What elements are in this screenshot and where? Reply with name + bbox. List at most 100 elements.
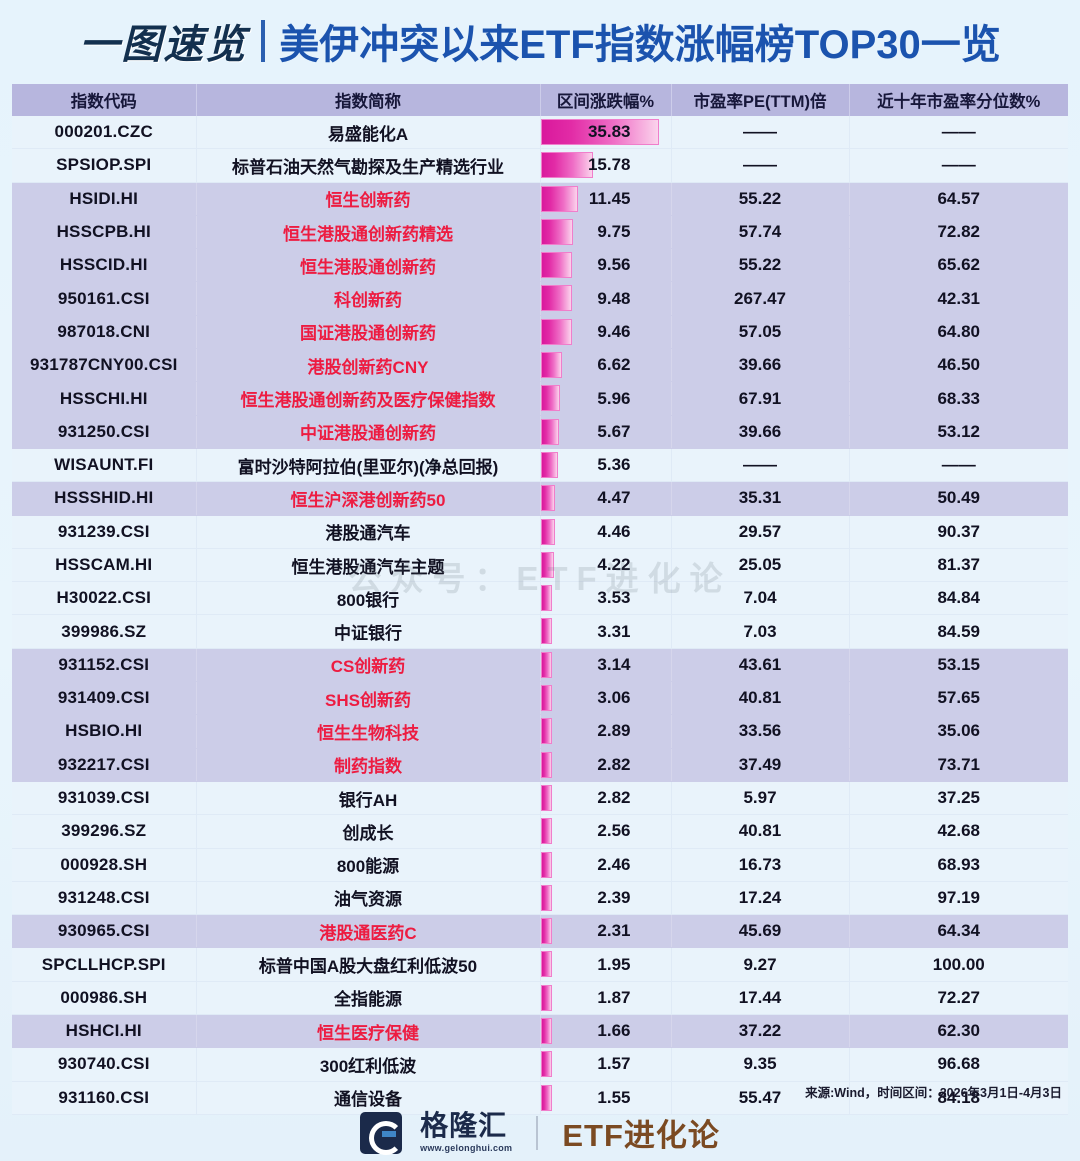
table-row: WISAUNT.FI 富时沙特阿拉伯(里亚尔)(净总回报) 5.36 —— —— [12,448,1068,483]
table-row: 000986.SH 全指能源 1.87 17.44 72.27 [12,981,1068,1016]
change-bar [540,418,560,445]
change-value: 9.75 [597,222,631,242]
source-note: 来源:Wind，时间区间：2026年3月1日-4月3日 [805,1086,1062,1100]
col-header-pe: 市盈率PE(TTM)倍 [670,84,849,116]
table-row: 399986.SZ 中证银行 3.31 7.03 84.59 [12,614,1068,649]
cell-index-code: WISAUNT.FI [12,448,196,483]
change-value: 35.83 [587,122,631,142]
cell-change: 4.47 [539,481,671,516]
title-main: 美伊冲突以来ETF指数涨幅榜TOP30一览 [279,23,1001,67]
change-bar [540,884,552,911]
cell-change: 11.45 [539,182,671,216]
footer: 格隆汇 www.gelonghui.com ETF进化论 [0,1104,1080,1161]
cell-pe: 40.81 [670,681,849,716]
cell-pe-percentile: 84.18 [848,1081,1068,1115]
cell-change: 9.75 [539,215,671,250]
cell-index-name: 恒生沪深港创新药50 [195,481,540,516]
cell-pe-percentile: 73.71 [848,748,1068,782]
cell-change: 2.39 [539,881,671,916]
cell-index-name: 易盛能化A [195,116,540,150]
cell-index-code: HSHCI.HI [12,1014,196,1049]
table-row: 931152.CSI CS创新药 3.14 43.61 53.15 [12,648,1068,683]
table-row: 931248.CSI 油气资源 2.39 17.24 97.19 [12,881,1068,916]
cell-pe: 35.31 [670,481,849,516]
cell-pe: 7.04 [670,581,849,616]
cell-index-name: 恒生港股通汽车主题 [195,548,540,583]
change-value: 2.82 [597,754,631,774]
table-header: 指数代码 指数简称 区间涨跌幅% 市盈率PE(TTM)倍 近十年市盈率分位数% [12,84,1068,116]
cell-index-code: HSIDI.HI [12,182,196,216]
change-bar [540,285,572,312]
cell-pe: 37.22 [670,1014,849,1049]
table-row: HSBIO.HI 恒生生物科技 2.89 33.56 35.06 [12,714,1068,749]
cell-change: 6.62 [539,348,671,383]
gelonghui-logo-icon [360,1111,404,1155]
change-value: 11.45 [588,188,631,208]
cell-pe: 9.35 [670,1047,849,1082]
table-row: 000928.SH 800能源 2.46 16.73 68.93 [12,848,1068,882]
cell-index-name: 标普中国A股大盘红利低波50 [195,947,540,982]
cell-index-code: 931239.CSI [12,515,196,549]
cell-change: 2.56 [539,814,671,849]
cell-pe: 9.27 [670,947,849,982]
gelonghui-logo-text: 格隆汇 www.gelonghui.com [420,1112,512,1153]
cell-pe: 57.74 [670,215,849,250]
cell-index-code: HSSSHID.HI [12,481,196,516]
change-bar [540,1018,552,1045]
change-value: 3.14 [597,654,631,674]
change-bar [540,185,579,212]
logo-website: www.gelonghui.com [420,1143,513,1153]
change-value: 5.96 [597,388,631,408]
cell-pe: 33.56 [670,714,849,749]
change-bar [540,651,552,678]
change-value: 2.39 [597,887,631,907]
cell-index-name: 油气资源 [195,881,540,916]
cell-index-name: 国证港股通创新药 [195,315,540,350]
cell-pe: 267.47 [670,281,849,316]
cell-index-code: SPSIOP.SPI [12,148,196,183]
cell-index-name: 恒生港股通创新药精选 [195,215,540,250]
cell-pe-percentile: 68.93 [848,848,1068,882]
cell-index-name: 恒生港股通创新药 [195,248,540,283]
cell-pe-percentile: 42.68 [848,814,1068,849]
change-bar [540,784,552,811]
cell-pe-percentile: 64.80 [848,315,1068,350]
table-row: HSSCHI.HI 恒生港股通创新药及医疗保健指数 5.96 67.91 68.33 [12,381,1068,416]
cell-pe-percentile: —— [848,448,1068,483]
cell-pe-percentile: 53.12 [848,415,1068,449]
cell-pe: —— [670,116,849,150]
change-bar [540,518,556,545]
title-badge: 一图速览 [79,23,248,67]
cell-change: 4.46 [539,515,671,549]
cell-index-code: H30022.CSI [12,581,196,616]
change-bar [540,918,552,945]
change-value: 4.22 [597,555,631,574]
cell-index-name: 恒生生物科技 [195,714,540,749]
table-row: 930965.CSI 港股通医药C 2.31 45.69 64.34 [12,914,1068,949]
cell-pe: 5.97 [670,781,849,816]
cell-change: 1.57 [539,1047,671,1082]
change-bar [540,718,552,745]
cell-index-name: 港股通汽车 [195,515,540,549]
change-bar [540,385,561,412]
cell-index-code: 399296.SZ [12,814,196,849]
change-value: 1.87 [597,987,631,1007]
cell-index-name: 富时沙特阿拉伯(里亚尔)(净总回报) [195,448,540,483]
cell-pe: 39.66 [670,348,849,383]
cell-index-code: 931039.CSI [12,781,196,816]
change-bar [540,352,563,379]
cell-pe-percentile: 57.65 [848,681,1068,716]
cell-change: 4.22 [539,548,671,583]
cell-index-name: 银行AH [195,781,540,816]
table-row: H30022.CSI 800银行 3.53 7.04 84.84 [12,581,1068,616]
cell-pe: 17.44 [670,981,849,1016]
cell-index-code: 931409.CSI [12,681,196,716]
cell-index-code: 931160.CSI [12,1081,196,1115]
change-value: 1.66 [597,1021,631,1041]
cell-change: 2.82 [539,781,671,816]
change-bar [540,685,552,712]
cell-index-name: 300红利低波 [195,1047,540,1082]
cell-index-code: SPCLLHCP.SPI [12,947,196,982]
table-row: HSHCI.HI 恒生医疗保健 1.66 37.22 62.30 [12,1014,1068,1049]
